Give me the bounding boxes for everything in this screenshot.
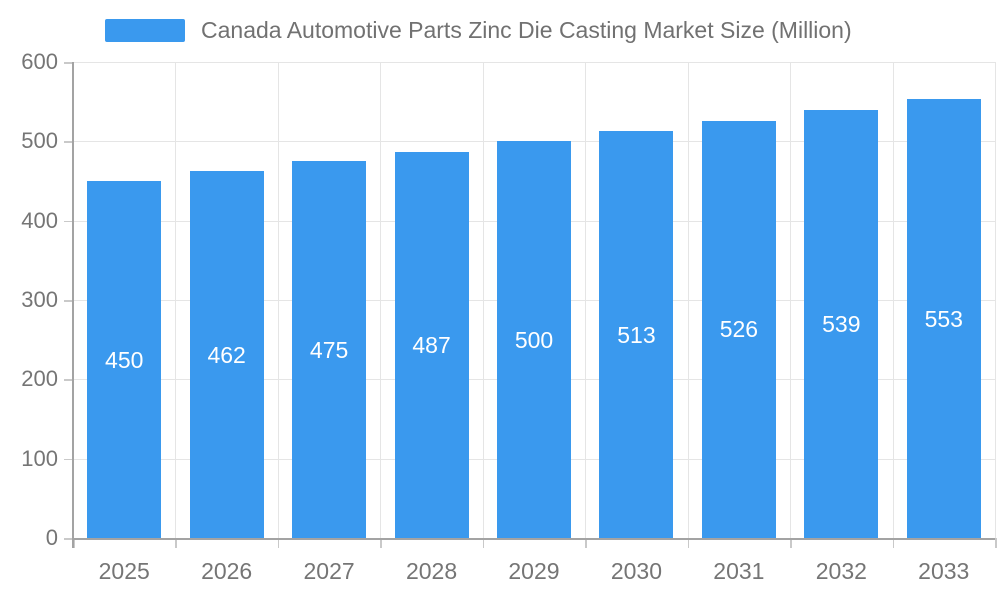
y-tick	[64, 538, 73, 540]
y-axis-label: 0	[45, 525, 58, 550]
bar-2025[interactable]: 450	[87, 181, 162, 538]
x-gridline	[995, 62, 996, 538]
x-gridline	[277, 62, 279, 538]
x-axis-label: 2033	[918, 558, 970, 584]
x-axis-label: 2027	[303, 558, 355, 584]
bar-2032[interactable]: 539	[804, 110, 879, 538]
x-tick	[277, 538, 280, 548]
x-gridline	[482, 62, 484, 538]
bar-2030[interactable]: 513	[599, 131, 674, 538]
x-gridline	[585, 62, 587, 538]
y-axis-label: 400	[21, 207, 58, 233]
bar-value-label: 513	[617, 321, 656, 348]
x-axis-label: 2029	[508, 558, 560, 584]
x-axis-line	[72, 538, 995, 540]
x-gridline	[175, 62, 177, 538]
y-tick	[64, 300, 73, 302]
bar-value-label: 526	[719, 316, 759, 343]
bar-2031[interactable]: 526	[701, 120, 776, 538]
bar-value-label: 553	[924, 305, 963, 332]
y-tick	[64, 141, 73, 143]
legend-swatch	[105, 19, 185, 42]
bar-2029[interactable]: 500	[497, 141, 571, 538]
y-axis-label: 200	[21, 366, 58, 392]
x-tick	[790, 538, 792, 548]
x-gridline	[380, 62, 382, 538]
x-axis-label: 2030	[610, 558, 663, 584]
x-axis-label: 2032	[815, 558, 867, 584]
x-tick	[175, 538, 177, 548]
y-gridline	[73, 62, 995, 63]
x-tick	[892, 538, 895, 548]
bar-2033[interactable]: 553	[906, 99, 981, 538]
y-axis-label: 600	[21, 49, 58, 74]
x-axis-label: 2028	[405, 558, 458, 584]
bar-2026[interactable]: 462	[189, 171, 264, 538]
y-axis-label: 100	[21, 445, 58, 471]
bar-value-label: 462	[207, 341, 246, 368]
y-tick	[64, 379, 73, 381]
bar-value-label: 475	[309, 336, 349, 363]
y-tick	[64, 220, 73, 223]
x-tick	[380, 538, 382, 548]
y-tick	[64, 458, 73, 461]
x-axis-label: 2026	[201, 558, 253, 584]
bar-2028[interactable]: 487	[394, 151, 469, 538]
y-tick	[64, 62, 73, 64]
x-gridline	[892, 62, 894, 538]
x-tick	[482, 538, 485, 548]
x-gridline	[790, 62, 792, 538]
legend-label: Canada Automotive Parts Zinc Die Casting…	[201, 17, 852, 43]
bar-value-label: 487	[412, 331, 451, 358]
x-tick	[687, 538, 690, 548]
bar-value-label: 539	[822, 311, 861, 338]
x-tick	[585, 538, 587, 548]
legend-item[interactable]: Canada Automotive Parts Zinc Die Casting…	[105, 17, 852, 44]
x-gridline	[687, 62, 689, 538]
bar-2027[interactable]: 475	[292, 161, 367, 538]
y-axis-line	[72, 62, 74, 548]
x-axis-label: 2031	[713, 558, 765, 584]
x-axis-label: 2025	[98, 558, 150, 584]
y-axis-label: 500	[21, 128, 58, 154]
bar-value-label: 450	[105, 346, 144, 373]
x-tick	[995, 538, 997, 548]
y-axis-label: 300	[21, 287, 58, 312]
bar-value-label: 500	[514, 326, 554, 353]
